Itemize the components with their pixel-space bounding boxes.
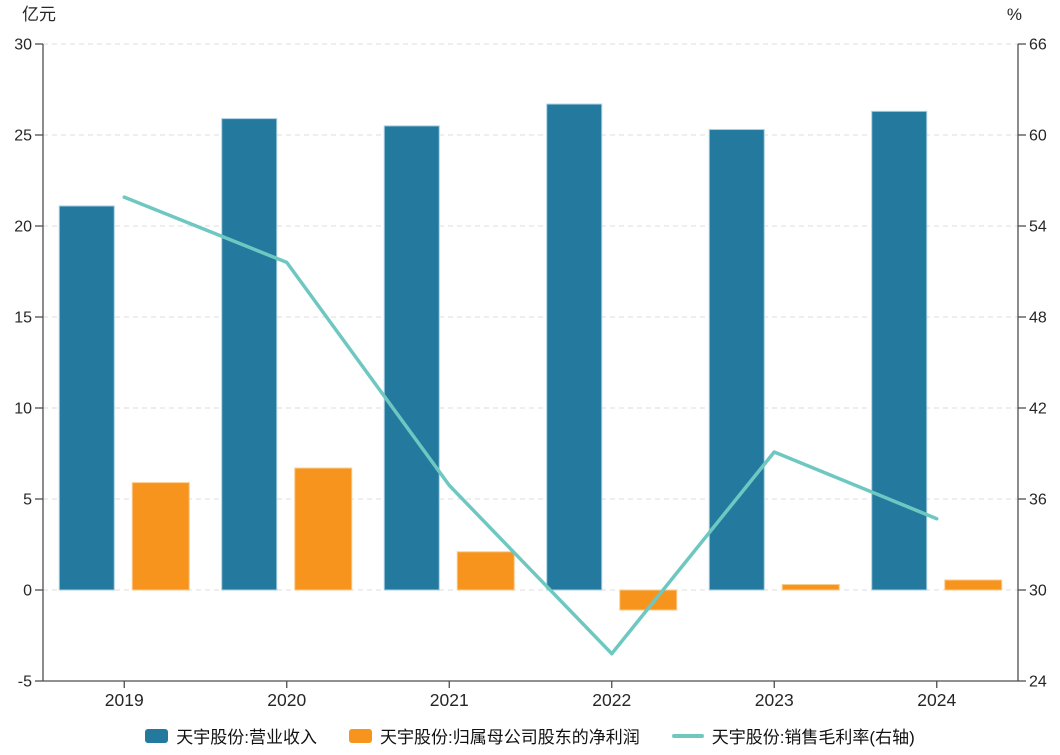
x-label-2024: 2024 <box>917 690 956 710</box>
x-label-2020: 2020 <box>267 690 306 710</box>
revenue-swatch-icon <box>145 728 169 743</box>
x-label-2021: 2021 <box>430 690 469 710</box>
gross-margin-line-icon <box>671 733 704 738</box>
legend: 天宇股份:营业收入 天宇股份:归属母公司股东的净利润 天宇股份:销售毛利率(右轴… <box>0 723 1060 748</box>
right-tick-label: 60 <box>1029 128 1047 145</box>
left-tick-label: 25 <box>14 128 32 145</box>
chart-canvas[interactable]: 30 25 20 15 10 5 0 -5 66 60 54 48 42 36 30 24 2019 2020 20… <box>0 0 1060 714</box>
right-tick-label: 30 <box>1029 583 1047 600</box>
gross-margin-line[interactable] <box>122 195 939 656</box>
right-tick-label: 54 <box>1029 219 1047 236</box>
legend-item-gross-margin[interactable]: 天宇股份:销售毛利率(右轴) <box>671 723 915 748</box>
left-tick-label: 30 <box>14 37 32 54</box>
x-label-2023: 2023 <box>755 690 794 710</box>
bar-net-profit-2019[interactable] <box>131 482 190 591</box>
bar-revenue-2020[interactable] <box>221 118 278 591</box>
right-axis-unit: % <box>1007 5 1022 24</box>
legend-label-net-profit: 天宇股份:归属母公司股东的净利润 <box>379 728 640 747</box>
bar-revenue-2019[interactable] <box>58 205 115 591</box>
left-tick-label: 5 <box>23 492 32 509</box>
right-tick-label: 66 <box>1029 37 1047 54</box>
legend-item-net-profit[interactable]: 天宇股份:归属母公司股东的净利润 <box>348 723 640 748</box>
net-profit-swatch-icon <box>348 728 372 743</box>
x-label-2019: 2019 <box>105 690 144 710</box>
legend-label-gross-margin: 天宇股份:销售毛利率(右轴) <box>711 728 915 747</box>
bar-revenue-2023[interactable] <box>708 129 765 591</box>
left-tick-label: 0 <box>23 583 32 600</box>
bar-net-profit-2020[interactable] <box>294 467 353 591</box>
left-tick-label: -5 <box>18 674 32 691</box>
bar-net-profit-2023[interactable] <box>781 584 840 591</box>
bar-revenue-2022[interactable] <box>546 103 603 591</box>
bar-net-profit-2021[interactable] <box>456 551 515 591</box>
left-tick-label: 10 <box>14 401 32 418</box>
left-axis-unit: 亿元 <box>22 5 56 24</box>
bar-revenue-2024[interactable] <box>871 110 928 591</box>
legend-item-revenue[interactable]: 天宇股份:营业收入 <box>145 723 317 748</box>
right-tick-label: 42 <box>1029 401 1047 418</box>
bar-net-profit-2024[interactable] <box>944 579 1003 591</box>
legend-label-revenue: 天宇股份:营业收入 <box>176 728 317 747</box>
right-tick-label: 24 <box>1029 674 1047 691</box>
x-label-2022: 2022 <box>592 690 631 710</box>
bar-revenue-2021[interactable] <box>383 125 440 591</box>
left-tick-label: 20 <box>14 219 32 236</box>
right-tick-label: 48 <box>1029 310 1047 327</box>
right-tick-label: 36 <box>1029 492 1047 509</box>
left-tick-label: 15 <box>14 310 32 327</box>
